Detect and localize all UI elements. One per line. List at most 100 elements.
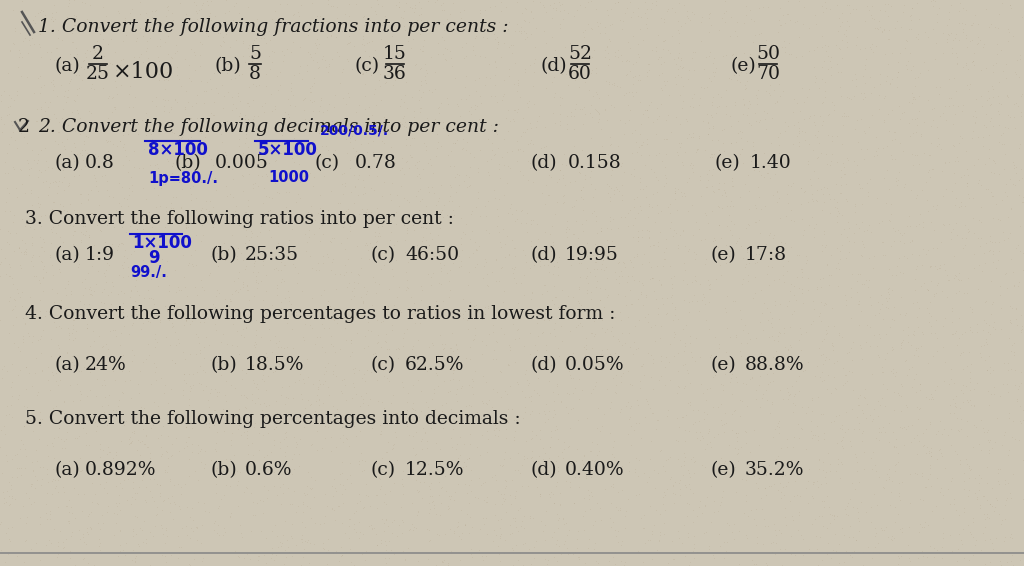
Point (985, 84, 1001, 93)
Point (562, 177, 579, 186)
Point (59, 85, 76, 95)
Point (828, 41, 845, 50)
Point (847, 485, 863, 494)
Point (781, 297, 798, 306)
Point (625, 7, 641, 16)
Point (915, 148, 932, 157)
Point (585, 192, 601, 201)
Point (907, 127, 924, 136)
Point (163, 418, 179, 427)
Point (784, 179, 801, 188)
Point (885, 48, 901, 57)
Point (782, 342, 799, 351)
Point (894, 325, 910, 335)
Point (523, 446, 540, 455)
Point (208, 438, 224, 447)
Point (449, 523, 465, 532)
Point (976, 509, 992, 518)
Point (208, 151, 224, 160)
Point (848, 41, 864, 50)
Point (293, 286, 309, 295)
Point (642, 454, 658, 464)
Point (111, 491, 127, 500)
Point (379, 419, 395, 428)
Point (562, 478, 579, 487)
Point (840, 425, 856, 434)
Point (81, 509, 97, 518)
Point (584, 288, 600, 297)
Point (504, 475, 520, 484)
Point (774, 247, 791, 256)
Point (844, 95, 860, 104)
Point (297, 230, 313, 239)
Point (686, 543, 702, 552)
Point (183, 424, 200, 433)
Point (53, 159, 70, 168)
Point (733, 67, 750, 76)
Point (548, 539, 564, 548)
Point (594, 324, 610, 333)
Point (567, 100, 584, 109)
Point (861, 323, 878, 332)
Point (453, 256, 469, 265)
Point (1005, 179, 1021, 188)
Point (558, 227, 574, 236)
Point (413, 406, 429, 415)
Point (776, 48, 793, 57)
Point (307, 406, 324, 415)
Point (336, 375, 352, 384)
Point (452, 263, 468, 272)
Point (612, 541, 629, 550)
Point (929, 243, 945, 252)
Point (309, 64, 326, 73)
Point (132, 524, 148, 533)
Point (572, 1, 589, 10)
Point (755, 540, 771, 549)
Point (475, 32, 492, 41)
Point (338, 336, 354, 345)
Point (632, 25, 648, 34)
Point (651, 275, 668, 284)
Point (622, 412, 638, 421)
Point (147, 57, 164, 66)
Text: (e): (e) (710, 461, 736, 479)
Point (358, 148, 375, 157)
Point (61, 308, 78, 317)
Point (239, 281, 255, 290)
Point (345, 364, 361, 373)
Point (41, 179, 57, 188)
Point (326, 549, 342, 558)
Point (251, 132, 267, 141)
Point (883, 1, 899, 10)
Point (855, 95, 871, 104)
Point (399, 421, 416, 430)
Point (957, 61, 974, 70)
Point (314, 443, 331, 452)
Point (334, 26, 350, 35)
Point (279, 392, 295, 401)
Point (353, 139, 370, 148)
Point (81, 284, 97, 293)
Point (667, 311, 683, 320)
Point (853, 89, 869, 98)
Point (846, 157, 862, 166)
Point (910, 528, 927, 537)
Point (13, 288, 30, 297)
Point (370, 331, 386, 340)
Point (485, 426, 502, 435)
Point (804, 492, 820, 501)
Point (732, 442, 749, 451)
Point (440, 151, 457, 160)
Point (648, 1, 665, 10)
Point (854, 560, 870, 566)
Point (791, 123, 807, 132)
Point (815, 466, 831, 475)
Point (292, 560, 308, 566)
Point (665, 231, 681, 241)
Point (16, 320, 33, 329)
Point (7, 312, 24, 321)
Point (579, 216, 595, 225)
Point (153, 452, 169, 461)
Point (4, 377, 20, 386)
Point (999, 558, 1016, 566)
